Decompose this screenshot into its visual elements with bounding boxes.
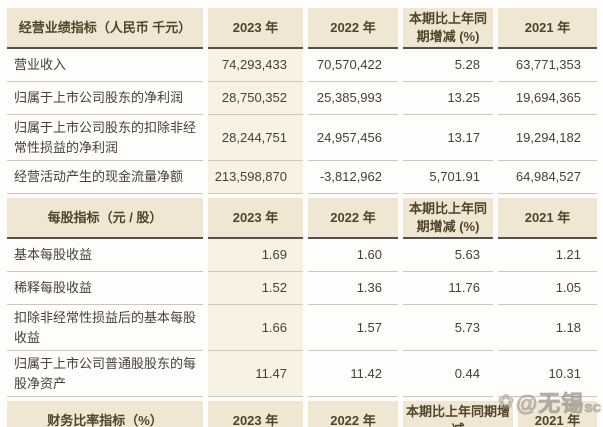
cell-change: 13.17 [403, 115, 493, 162]
cell-2023: 1.69 [208, 239, 303, 273]
column-header-2021: 2021 年 [498, 198, 597, 240]
cell-indicator: 基本每股收益 [7, 239, 203, 273]
cell-indicator: 归属于上市公司股东的扣除非经常性损益的净利润 [7, 115, 203, 162]
cell-indicator: 稀释每股收益 [7, 272, 203, 306]
section-header-row: 经营业绩指标（人民币 千元） 2023 年 2022 年 本期比上年同期增减 (… [7, 8, 597, 50]
cell-indicator: 营业收入 [7, 49, 203, 83]
financial-indicators-table: 经营业绩指标（人民币 千元） 2023 年 2022 年 本期比上年同期增减 (… [7, 8, 597, 427]
cell-2022: 1.60 [308, 239, 398, 273]
cell-2023: 28,750,352 [208, 82, 303, 116]
cell-2023: 1.52 [208, 272, 303, 306]
cell-indicator: 扣除非经常性损益后的基本每股收益 [7, 305, 203, 352]
column-header-2023: 2023 年 [208, 198, 303, 240]
cell-2021: 1.18 [498, 305, 597, 352]
cell-indicator: 归属于上市公司股东的净利润 [7, 82, 203, 116]
table-row-operating-cash-flow: 经营活动产生的现金流量净额 213,598,870 -3,812,962 5,7… [7, 161, 597, 195]
cell-2022: 11.42 [308, 351, 398, 398]
cell-change: 5.28 [403, 49, 493, 83]
cell-indicator: 归属于上市公司普通股股东的每股净资产 [7, 351, 203, 398]
cell-change: 5,701.91 [403, 161, 493, 195]
column-header-2023: 2023 年 [208, 401, 303, 427]
cell-2022: 1.36 [308, 272, 398, 306]
cell-2022: 70,570,422 [308, 49, 398, 83]
section-header-row: 财务比率指标（%） 2023 年 2022 年 本期比上年同期增减 2021 年 [7, 401, 597, 427]
cell-indicator: 经营活动产生的现金流量净额 [7, 161, 203, 195]
cell-2021: 19,694,365 [498, 82, 597, 116]
cell-2023: 1.66 [208, 305, 303, 352]
section-per-share: 每股指标（元 / 股） 2023 年 2022 年 本期比上年同期增减 (%) … [7, 198, 597, 398]
cell-2023: 213,598,870 [208, 161, 303, 195]
section-title: 经营业绩指标（人民币 千元） [7, 8, 203, 50]
column-header-2022: 2022 年 [308, 401, 398, 427]
column-header-2023: 2023 年 [208, 8, 303, 50]
cell-change: 13.25 [403, 82, 493, 116]
column-header-change: 本期比上年同期增减 (%) [403, 8, 493, 50]
column-header-2022: 2022 年 [308, 8, 398, 50]
cell-2021: 1.05 [498, 272, 597, 306]
cell-2021: 64,984,527 [498, 161, 597, 195]
cell-change: 11.76 [403, 272, 493, 306]
cell-2022: 25,385,993 [308, 82, 398, 116]
cell-2021: 19,294,182 [498, 115, 597, 162]
column-header-2021: 2021 年 [498, 8, 597, 50]
section-financial-ratios: 财务比率指标（%） 2023 年 2022 年 本期比上年同期增减 2021 年… [7, 401, 597, 427]
cell-2023: 74,293,433 [208, 49, 303, 83]
cell-2022: 24,957,456 [308, 115, 398, 162]
section-header-row: 每股指标（元 / 股） 2023 年 2022 年 本期比上年同期增减 (%) … [7, 198, 597, 240]
table-row-basic-eps-excl-nonrecurring: 扣除非经常性损益后的基本每股收益 1.66 1.57 5.73 1.18 [7, 305, 597, 352]
section-title: 财务比率指标（%） [7, 401, 203, 427]
cell-change: 0.44 [403, 351, 493, 398]
table-row-net-profit-excl-nonrecurring: 归属于上市公司股东的扣除非经常性损益的净利润 28,244,751 24,957… [7, 115, 597, 162]
section-title: 每股指标（元 / 股） [7, 198, 203, 240]
column-header-change: 本期比上年同期增减 [403, 401, 513, 427]
cell-2022: 1.57 [308, 305, 398, 352]
cell-2023: 28,244,751 [208, 115, 303, 162]
table-row-net-assets-per-share: 归属于上市公司普通股股东的每股净资产 11.47 11.42 0.44 10.3… [7, 351, 597, 398]
cell-change: 5.73 [403, 305, 493, 352]
column-header-2021: 2021 年 [518, 401, 597, 427]
cell-2023: 11.47 [208, 351, 303, 398]
section-operating-performance: 经营业绩指标（人民币 千元） 2023 年 2022 年 本期比上年同期增减 (… [7, 8, 597, 195]
table-row-revenue: 营业收入 74,293,433 70,570,422 5.28 63,771,3… [7, 49, 597, 83]
cell-2022: -3,812,962 [308, 161, 398, 195]
table-row-basic-eps: 基本每股收益 1.69 1.60 5.63 1.21 [7, 239, 597, 273]
column-header-change: 本期比上年同期增减 (%) [403, 198, 493, 240]
cell-2021: 63,771,353 [498, 49, 597, 83]
table-row-diluted-eps: 稀释每股收益 1.52 1.36 11.76 1.05 [7, 272, 597, 306]
table-row-net-profit: 归属于上市公司股东的净利润 28,750,352 25,385,993 13.2… [7, 82, 597, 116]
cell-change: 5.63 [403, 239, 493, 273]
cell-2021: 10.31 [498, 351, 597, 398]
cell-2021: 1.21 [498, 239, 597, 273]
column-header-2022: 2022 年 [308, 198, 398, 240]
